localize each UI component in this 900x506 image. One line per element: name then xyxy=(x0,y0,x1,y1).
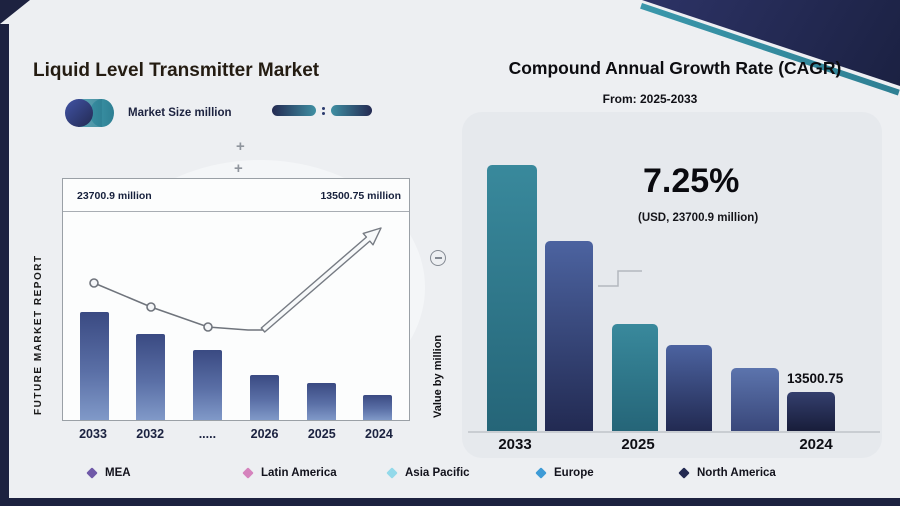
left-chart-bar xyxy=(363,395,393,420)
left-chart-x-label: 2026 xyxy=(250,427,279,441)
diamond-icon xyxy=(386,467,398,479)
left-legend: Market Size million xyxy=(64,97,232,129)
legend-pills xyxy=(272,105,372,116)
left-chart-x-label: 2033 xyxy=(79,427,107,441)
right-chart-bar xyxy=(731,368,779,431)
pill-separator-dots xyxy=(322,106,325,115)
plus-icon: + xyxy=(234,160,243,177)
left-edge-bar xyxy=(0,24,9,506)
legend-item-europe: Europe xyxy=(535,467,594,479)
value-axis-label: Value by million xyxy=(432,334,444,418)
right-chart-bar xyxy=(487,165,537,431)
right-x-label: 2033 xyxy=(498,436,532,453)
bottom-edge-bar xyxy=(0,498,900,506)
legend-label: Market Size million xyxy=(128,107,232,119)
diamond-icon xyxy=(86,467,98,479)
legend-item-label: Asia Pacific xyxy=(405,467,470,479)
diamond-icon xyxy=(678,467,690,479)
right-chart-bar xyxy=(787,392,835,431)
left-chart-bars xyxy=(71,208,401,420)
left-chart-x-label: 2032 xyxy=(136,427,165,441)
legend-item-north-america: North America xyxy=(678,467,776,479)
cagr-value: 7.25% xyxy=(643,162,740,200)
side-watermark: FUTURE MARKET REPORT xyxy=(33,254,44,415)
legend-item-asia-pacific: Asia Pacific xyxy=(386,467,470,479)
chart-max-value: 23700.9 million xyxy=(77,190,152,202)
left-chart-bar xyxy=(306,383,336,420)
right-chart-title: Compound Annual Growth Rate (CAGR) xyxy=(508,58,842,78)
right-chart-baseline xyxy=(468,431,880,433)
left-chart-x-axis: 2033 2032..... 2026 2025 2024 xyxy=(70,427,402,441)
legend-item-label: Latin America xyxy=(261,467,337,479)
right-chart-bar xyxy=(545,241,593,431)
left-chart-title: Liquid Level Transmitter Market xyxy=(33,60,320,81)
left-chart-bar xyxy=(249,375,279,420)
right-chart-bar xyxy=(612,324,658,431)
left-chart-x-label: 2024 xyxy=(365,427,393,441)
legend-item-label: MEA xyxy=(105,467,131,479)
right-chart-bar xyxy=(666,345,712,431)
legend-item-latin-america: Latin America xyxy=(242,467,337,479)
right-chart-group xyxy=(731,368,835,431)
minus-circle-icon xyxy=(430,250,446,266)
legend-item-label: Europe xyxy=(554,467,594,479)
left-chart-x-label: 2025 xyxy=(307,427,336,441)
bar-value-label: 13500.75 xyxy=(787,371,844,386)
right-chart-group xyxy=(612,324,712,431)
left-chart-bar xyxy=(136,334,166,420)
left-chart-x-label: ..... xyxy=(198,427,217,441)
left-chart-bar xyxy=(79,312,109,420)
left-bar-chart: 23700.9 million 13500.75 million xyxy=(62,178,410,421)
plus-icon: + xyxy=(236,138,245,155)
chart-header-divider xyxy=(63,211,409,212)
step-line-decoration xyxy=(598,270,642,287)
right-x-label: 2024 xyxy=(799,436,833,453)
gradient-pill xyxy=(331,105,372,116)
right-x-label: 2025 xyxy=(621,436,655,453)
diamond-icon xyxy=(535,467,547,479)
cylinder-icon xyxy=(65,99,114,127)
right-chart-subtitle: From: 2025-2033 xyxy=(602,92,698,106)
left-chart-bar xyxy=(193,350,223,420)
diamond-icon xyxy=(242,467,254,479)
cagr-note: (USD, 23700.9 million) xyxy=(638,212,759,224)
legend-item-mea: MEA xyxy=(86,467,131,479)
gradient-pill xyxy=(272,105,316,116)
corner-triangle-top-left xyxy=(0,0,30,24)
right-chart-bars xyxy=(468,160,880,431)
legend-item-label: North America xyxy=(697,467,776,479)
right-chart-group xyxy=(487,165,593,431)
chart-min-value: 13500.75 million xyxy=(320,190,401,202)
